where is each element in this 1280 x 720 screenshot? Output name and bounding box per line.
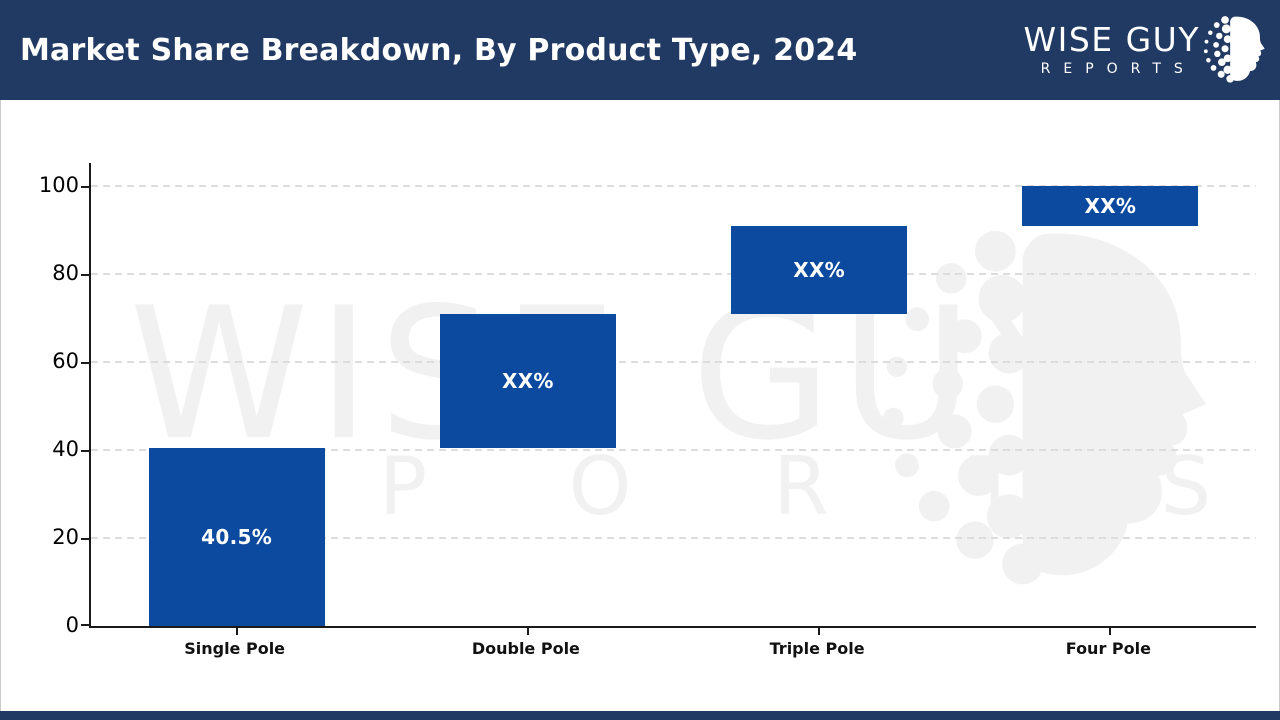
- y-tick-100: [81, 186, 89, 188]
- y-tick-60: [81, 362, 89, 364]
- y-tick-40: [81, 450, 89, 452]
- y-tick-label-80: 80: [52, 261, 79, 285]
- bar-triple-pole: XX%: [731, 225, 908, 314]
- x-tick-triple-pole: [818, 628, 821, 635]
- plot-area: 40.5% XX% XX% XX%: [81, 163, 1256, 635]
- bar-double-pole: XX%: [439, 313, 616, 448]
- y-tick-0: [81, 624, 89, 626]
- bar-single-pole: 40.5%: [148, 447, 325, 626]
- gridline-80: [91, 273, 1256, 275]
- bar-four-pole: XX%: [1022, 186, 1199, 226]
- bar-value-label-double-pole: XX%: [501, 368, 554, 393]
- chart-canvas: WISE GUY P O R T S 40.5% XX% XX% XX% 0 20 40 6…: [0, 100, 1280, 711]
- brand-name: WISE GUY: [1023, 20, 1200, 59]
- y-tick-20: [81, 538, 89, 540]
- y-tick-80: [81, 274, 89, 276]
- brand-tagline: REPORTS: [1040, 61, 1196, 77]
- gridline-40: [91, 449, 1256, 451]
- x-tick-label-four-pole: Four Pole: [1065, 639, 1151, 658]
- x-tick-single-pole: [235, 628, 238, 635]
- y-tick-label-0: 0: [65, 613, 79, 637]
- x-tick-label-single-pole: Single Pole: [184, 639, 286, 658]
- brand-logo: WISE GUY REPORTS: [1023, 11, 1266, 89]
- x-tick-four-pole: [1109, 628, 1112, 635]
- brand-head-icon: [1202, 11, 1266, 89]
- y-tick-label-60: 60: [52, 349, 79, 373]
- y-tick-label-20: 20: [52, 525, 79, 549]
- x-tick-double-pole: [526, 628, 529, 635]
- bar-value-label-single-pole: 40.5%: [201, 524, 273, 549]
- header-band: Market Share Breakdown, By Product Type,…: [0, 0, 1280, 100]
- brand-logo-text: WISE GUY REPORTS: [1023, 23, 1200, 77]
- bar-value-label-four-pole: XX%: [1084, 193, 1137, 218]
- footer-band: [0, 711, 1280, 720]
- gridline-20: [91, 537, 1256, 539]
- chart-title: Market Share Breakdown, By Product Type,…: [20, 32, 858, 68]
- y-tick-label-100: 100: [38, 173, 79, 197]
- x-tick-label-triple-pole: Triple Pole: [769, 639, 865, 658]
- gridline-60: [91, 361, 1256, 363]
- gridline-100: [91, 185, 1256, 187]
- bar-value-label-triple-pole: XX%: [793, 257, 846, 282]
- x-tick-label-double-pole: Double Pole: [471, 639, 580, 658]
- y-tick-label-40: 40: [52, 437, 79, 461]
